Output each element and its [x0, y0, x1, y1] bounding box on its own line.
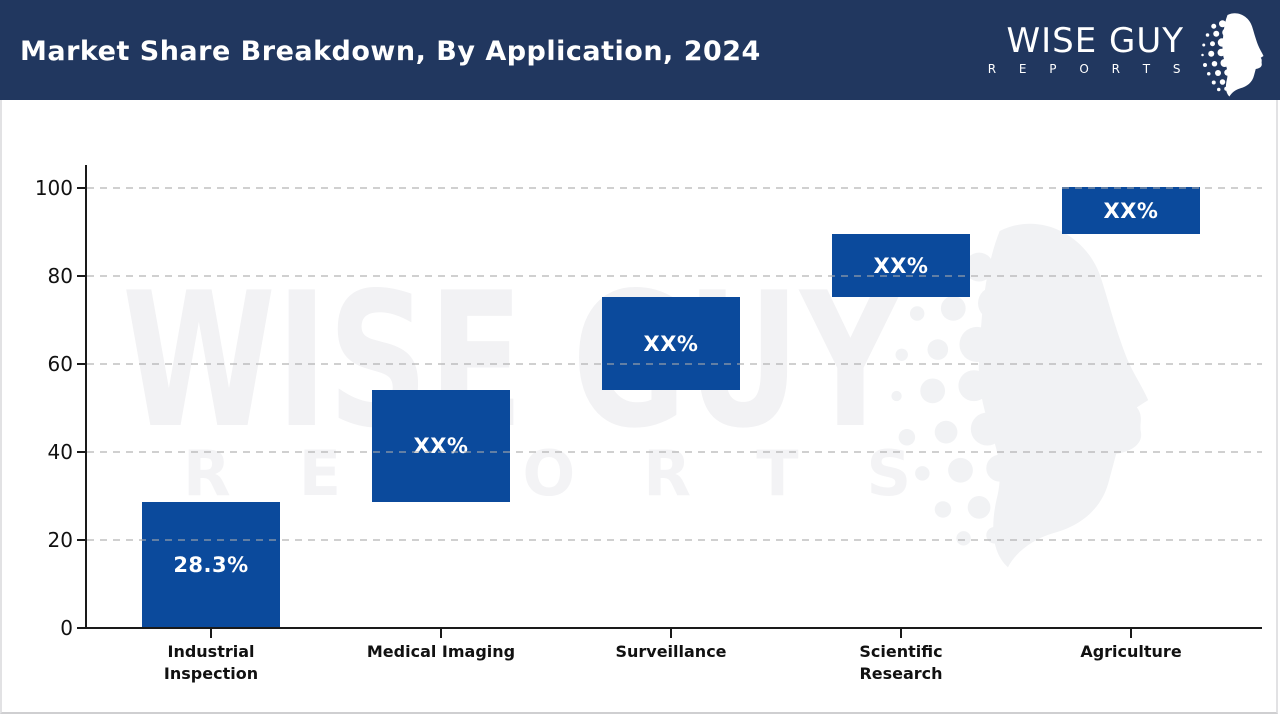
y-tick-label-100: 100: [34, 176, 73, 200]
x-label-agriculture: Agriculture: [1080, 642, 1182, 661]
x-tick-scientific-research: [900, 629, 902, 638]
x-tick-agriculture: [1130, 629, 1132, 638]
y-tick-100: [77, 187, 85, 189]
watermark-text-wiseguy: WISE GUY: [122, 252, 901, 469]
y-tick-label-60: 60: [47, 352, 73, 376]
logo-dotted-head-icon: [1190, 10, 1270, 100]
gridline-20: [87, 539, 1262, 541]
x-label-scientific-research: Scientific Research: [859, 642, 943, 683]
wise-guy-reports-logo: WISE GUY R E P O R T S: [988, 6, 1266, 96]
x-axis-line: [85, 627, 1262, 629]
bar-agriculture: XX%: [1062, 187, 1200, 235]
header-banner: Market Share Breakdown, By Application, …: [0, 0, 1280, 100]
bar-value-label-scientific-research: XX%: [873, 253, 929, 278]
x-label-surveillance: Surveillance: [615, 642, 727, 661]
x-tick-medical-imaging: [440, 629, 442, 638]
bar-scientific-research: XX%: [832, 234, 970, 297]
bar-value-label-industrial-inspection: 28.3%: [173, 552, 249, 577]
logo-reports-text: R E P O R T S: [987, 61, 1190, 76]
x-label-medical-imaging: Medical Imaging: [366, 642, 516, 661]
y-tick-label-40: 40: [47, 440, 73, 464]
bar-medical-imaging: XX%: [372, 390, 510, 503]
gridline-80: [87, 275, 1262, 277]
gridline-60: [87, 363, 1262, 365]
y-tick-20: [77, 539, 85, 541]
bar-value-label-agriculture: XX%: [1103, 198, 1159, 223]
y-tick-label-80: 80: [47, 264, 73, 288]
y-tick-label-0: 0: [60, 616, 73, 640]
y-tick-40: [77, 451, 85, 453]
bar-value-label-medical-imaging: XX%: [413, 434, 469, 459]
y-tick-60: [77, 363, 85, 365]
bar-value-label-surveillance: XX%: [643, 331, 699, 356]
gridline-40: [87, 451, 1262, 453]
y-axis-line: [85, 165, 87, 629]
gridline-100: [87, 187, 1262, 189]
x-tick-surveillance: [670, 629, 672, 638]
bar-industrial-inspection: 28.3%: [142, 502, 280, 627]
x-label-industrial-inspection: Industrial Inspection: [163, 642, 259, 683]
y-tick-80: [77, 275, 85, 277]
logo-wiseguy-text: WISE GUY: [1006, 21, 1184, 61]
x-tick-industrial-inspection: [210, 629, 212, 638]
y-tick-0: [77, 627, 85, 629]
bar-surveillance: XX%: [602, 297, 740, 391]
chart-title: Market Share Breakdown, By Application, …: [20, 36, 761, 67]
y-tick-label-20: 20: [47, 528, 73, 552]
